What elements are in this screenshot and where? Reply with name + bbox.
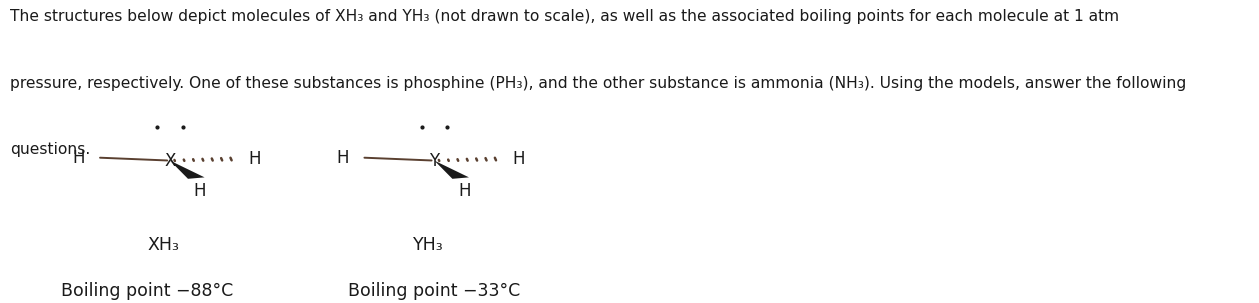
Text: XH₃: XH₃ [147, 236, 180, 255]
Text: The structures below depict molecules of XH₃ and YH₃ (not drawn to scale), as we: The structures below depict molecules of… [10, 9, 1119, 24]
Text: H: H [458, 182, 471, 200]
Text: pressure, respectively. One of these substances is phosphine (PH₃), and the othe: pressure, respectively. One of these sub… [10, 76, 1186, 91]
Text: questions.: questions. [10, 142, 91, 158]
Text: H: H [248, 150, 261, 168]
Text: H: H [512, 150, 525, 168]
Text: H: H [336, 148, 349, 167]
Text: Y: Y [429, 152, 439, 170]
Text: Boiling point −88°C: Boiling point −88°C [62, 282, 233, 300]
Text: X: X [164, 152, 176, 170]
Polygon shape [170, 161, 204, 179]
Text: H: H [194, 182, 206, 200]
Text: H: H [72, 148, 84, 167]
Polygon shape [434, 161, 468, 179]
Text: Boiling point −33°C: Boiling point −33°C [349, 282, 520, 300]
Text: YH₃: YH₃ [413, 236, 443, 255]
